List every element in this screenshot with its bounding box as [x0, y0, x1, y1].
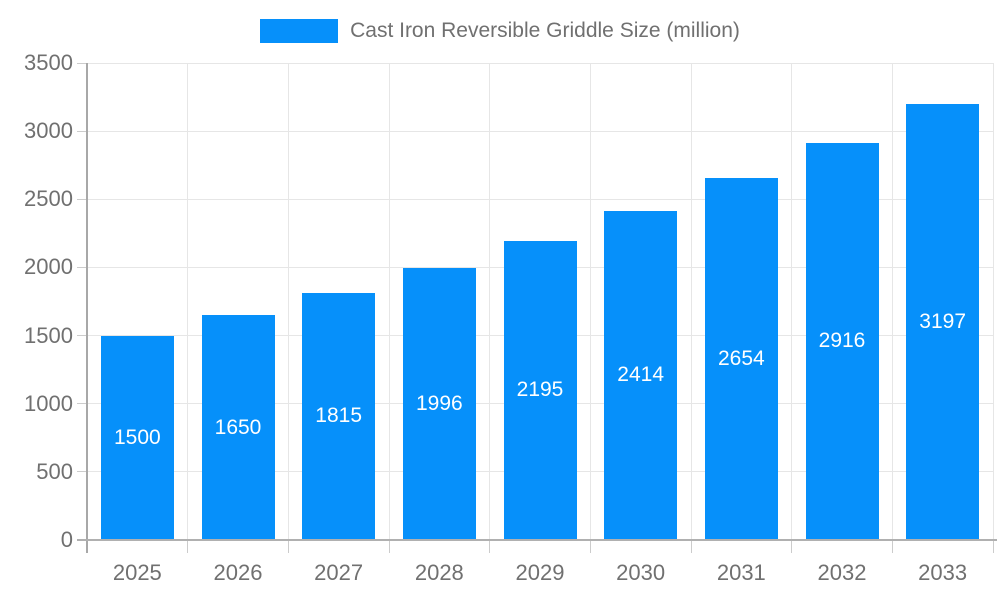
x-axis-label: 2032 — [817, 560, 867, 585]
x-axis-label: 2026 — [213, 560, 263, 585]
x-axis-label: 2027 — [314, 560, 364, 585]
h-gridline — [87, 198, 993, 200]
x-axis-tick — [388, 540, 390, 553]
bar-value-label: 3197 — [919, 310, 967, 334]
bar[interactable]: 2654 — [704, 178, 778, 540]
bar[interactable]: 1996 — [402, 267, 476, 540]
bar[interactable]: 1815 — [302, 292, 376, 540]
y-axis-tick — [77, 62, 87, 64]
bar-value-label: 1650 — [214, 415, 262, 439]
x-axis-tick — [891, 540, 893, 553]
y-axis-tick — [77, 130, 87, 132]
v-gridline — [489, 63, 491, 540]
x-axis-tick — [791, 540, 793, 553]
y-axis-tick — [77, 198, 87, 200]
y-axis-label: 0 — [60, 527, 73, 552]
x-axis-label: 2029 — [515, 560, 565, 585]
v-gridline — [589, 63, 591, 540]
legend-swatch-icon[interactable] — [260, 19, 339, 43]
chart-legend: Cast Iron Reversible Griddle Size (milli… — [0, 17, 1000, 45]
bar-value-label: 1996 — [415, 391, 463, 415]
y-axis-label: 500 — [36, 458, 73, 484]
bar-value-label: 1815 — [315, 404, 363, 428]
x-axis-label: 2025 — [112, 560, 162, 585]
x-axis-label: 2028 — [414, 560, 464, 585]
v-gridline — [992, 63, 994, 540]
y-axis-tick — [77, 471, 87, 473]
x-axis-line — [77, 539, 997, 541]
v-gridline — [891, 63, 893, 540]
y-axis-line — [86, 63, 88, 553]
x-axis-tick — [690, 540, 692, 553]
v-gridline — [791, 63, 793, 540]
y-axis-label: 2000 — [24, 254, 73, 280]
y-axis-label: 3000 — [24, 118, 73, 144]
x-axis-label: 2030 — [616, 560, 666, 585]
y-axis-tick — [77, 335, 87, 337]
h-gridline — [87, 130, 993, 132]
bar[interactable]: 2916 — [805, 142, 879, 540]
x-axis-tick — [992, 540, 994, 553]
bar-value-label: 2195 — [516, 378, 564, 402]
y-axis-label: 1000 — [24, 390, 73, 416]
y-axis-tick — [77, 403, 87, 405]
y-axis-label: 1500 — [24, 322, 73, 348]
v-gridline — [690, 63, 692, 540]
bar[interactable]: 3197 — [906, 104, 980, 540]
bar[interactable]: 1650 — [201, 315, 275, 540]
bar-value-label: 2414 — [617, 363, 665, 387]
x-axis-tick — [287, 540, 289, 553]
legend-label[interactable]: Cast Iron Reversible Griddle Size (milli… — [350, 19, 740, 42]
x-axis-tick — [187, 540, 189, 553]
h-gridline — [87, 62, 993, 64]
bar-value-label: 2916 — [818, 329, 866, 353]
bar-value-label: 2654 — [717, 347, 765, 371]
v-gridline — [388, 63, 390, 540]
bar-value-label: 1500 — [113, 425, 161, 449]
v-gridline — [187, 63, 189, 540]
bar[interactable]: 1500 — [100, 335, 174, 540]
y-axis-label: 2500 — [24, 186, 73, 212]
v-gridline — [287, 63, 289, 540]
y-axis-label: 3500 — [24, 50, 73, 75]
y-axis-tick — [77, 266, 87, 268]
x-axis-label: 2033 — [918, 560, 968, 585]
bar[interactable]: 2195 — [503, 240, 577, 540]
x-axis-tick — [489, 540, 491, 553]
x-axis-tick — [589, 540, 591, 553]
bar[interactable]: 2414 — [604, 211, 678, 540]
x-axis-label: 2031 — [716, 560, 766, 585]
